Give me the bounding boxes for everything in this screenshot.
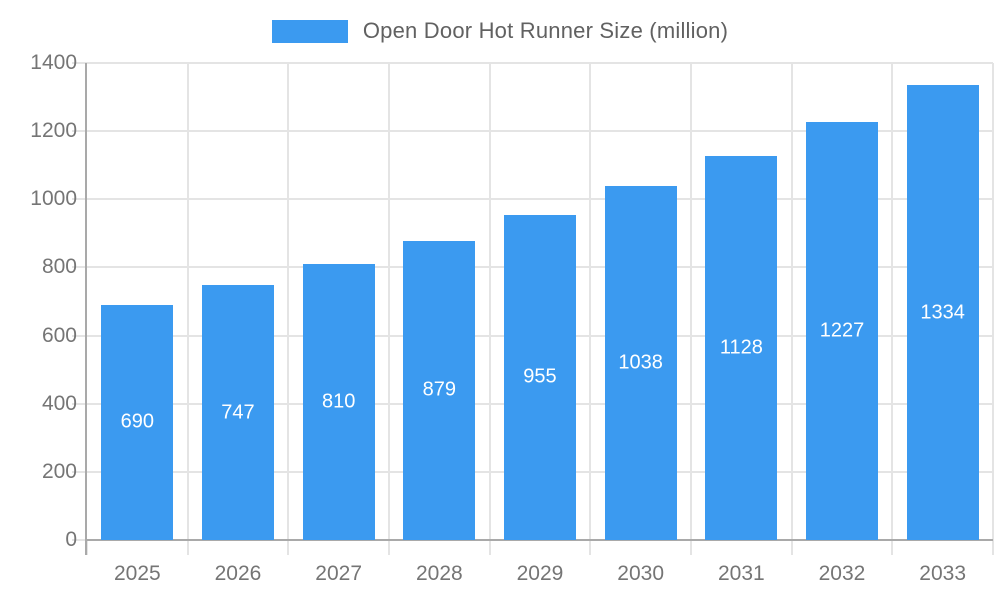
bar-value-label: 810 bbox=[321, 390, 356, 413]
y-axis-tick-label: 1000 bbox=[30, 187, 77, 211]
bar-2031: 1128 bbox=[705, 155, 778, 540]
x-gridline bbox=[790, 63, 793, 540]
bar-2027: 810 bbox=[302, 264, 375, 540]
x-axis-tick-label: 2031 bbox=[717, 562, 765, 585]
x-gridline bbox=[488, 63, 491, 540]
x-gridline bbox=[891, 63, 894, 540]
x-tick bbox=[186, 540, 189, 555]
y-tick bbox=[72, 266, 87, 269]
y-axis-tick-label: 400 bbox=[41, 391, 77, 415]
y-axis-tick-label: 1200 bbox=[30, 119, 77, 143]
bar-value-label: 1334 bbox=[920, 301, 965, 324]
y-axis-tick-label: 0 bbox=[65, 528, 77, 551]
bar-2030: 1038 bbox=[604, 186, 677, 540]
x-axis-tick-label: 2032 bbox=[818, 562, 866, 585]
y-tick bbox=[72, 198, 87, 201]
y-tick bbox=[72, 470, 87, 473]
x-gridline bbox=[992, 63, 994, 540]
chart-legend: Open Door Hot Runner Size (million) bbox=[0, 17, 1000, 45]
bar-2026: 747 bbox=[202, 285, 274, 540]
x-gridline bbox=[186, 63, 189, 540]
y-gridline bbox=[87, 62, 993, 64]
x-axis-tick-label: 2033 bbox=[919, 562, 967, 585]
bar-value-label: 1038 bbox=[618, 351, 663, 374]
x-tick bbox=[690, 540, 692, 555]
x-gridline bbox=[287, 63, 290, 540]
legend-label: Open Door Hot Runner Size (million) bbox=[362, 18, 729, 43]
y-tick bbox=[72, 402, 87, 405]
bar-2025: 690 bbox=[101, 304, 174, 540]
y-axis-tick-label: 600 bbox=[41, 323, 77, 347]
x-axis-tick-label: 2028 bbox=[415, 562, 463, 585]
bar-2029: 955 bbox=[504, 214, 576, 540]
bar-value-label: 955 bbox=[523, 365, 557, 388]
bar-value-label: 690 bbox=[120, 410, 155, 433]
x-axis-tick-label: 2027 bbox=[315, 562, 363, 585]
x-tick bbox=[891, 540, 894, 555]
y-tick bbox=[72, 62, 87, 64]
x-tick bbox=[992, 540, 994, 555]
bar-2028: 879 bbox=[403, 240, 476, 540]
bar-2032: 1227 bbox=[806, 121, 878, 540]
bar-value-label: 879 bbox=[422, 378, 457, 401]
y-tick bbox=[72, 334, 87, 337]
y-axis-tick-label: 800 bbox=[41, 255, 77, 279]
bar-value-label: 747 bbox=[221, 401, 255, 424]
y-tick bbox=[72, 539, 87, 541]
x-axis-tick-label: 2026 bbox=[214, 562, 262, 585]
x-tick bbox=[388, 540, 390, 555]
y-tick bbox=[72, 130, 87, 133]
y-axis-tick-label: 1400 bbox=[30, 51, 77, 74]
x-tick bbox=[589, 540, 592, 555]
x-gridline bbox=[589, 63, 592, 540]
y-gridline bbox=[87, 198, 993, 201]
x-tick bbox=[790, 540, 793, 555]
x-axis-tick-label: 2029 bbox=[516, 562, 564, 585]
x-gridline bbox=[690, 63, 692, 540]
bar-2033: 1334 bbox=[906, 85, 979, 540]
x-tick bbox=[488, 540, 491, 555]
x-axis-tick-label: 2030 bbox=[617, 562, 665, 585]
x-axis-line bbox=[87, 539, 993, 541]
y-axis-tick-label: 200 bbox=[41, 459, 77, 483]
bar-value-label: 1227 bbox=[819, 319, 865, 342]
x-gridline bbox=[388, 63, 390, 540]
x-axis-tick-label: 2025 bbox=[113, 562, 161, 585]
x-tick bbox=[86, 540, 88, 555]
y-gridline bbox=[87, 130, 993, 133]
x-tick bbox=[287, 540, 290, 555]
y-axis-line bbox=[85, 63, 87, 555]
legend-swatch bbox=[271, 19, 348, 43]
bar-value-label: 1128 bbox=[719, 336, 763, 359]
